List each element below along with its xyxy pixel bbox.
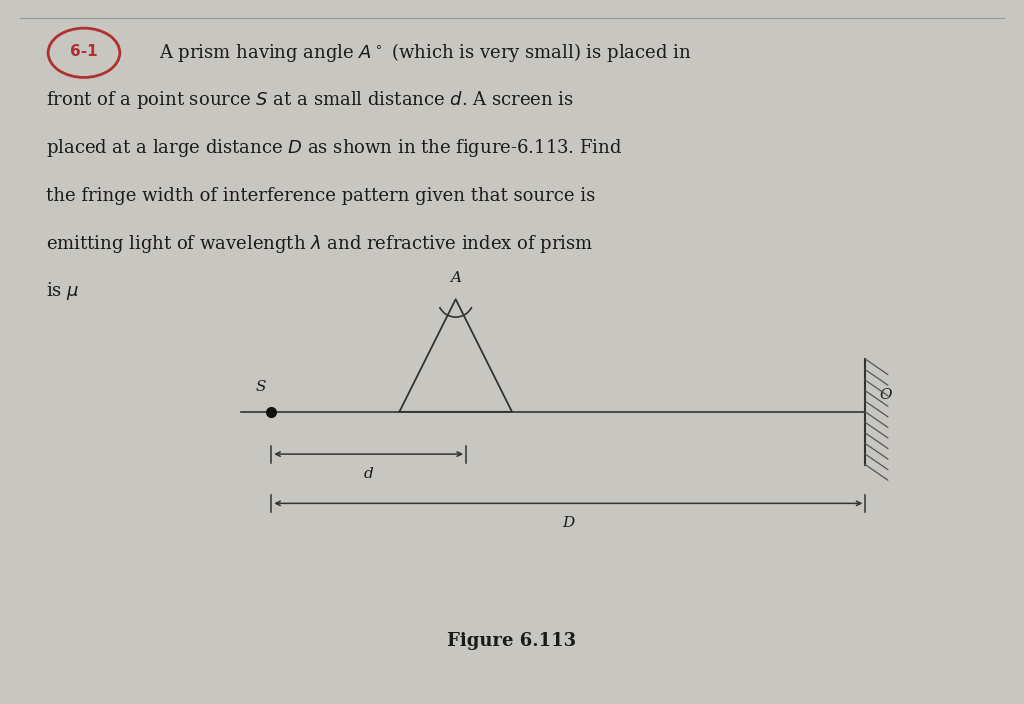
Text: S: S	[256, 380, 266, 394]
Text: O: O	[880, 388, 892, 402]
Text: D: D	[562, 516, 574, 530]
Text: A prism having angle $A^\circ$ (which is very small) is placed in: A prism having angle $A^\circ$ (which is…	[159, 41, 691, 63]
Text: is $\mu$: is $\mu$	[46, 280, 80, 303]
Text: d: d	[364, 467, 374, 481]
Text: placed at a large distance $D$ as shown in the figure-6.113. Find: placed at a large distance $D$ as shown …	[46, 137, 623, 159]
Text: the fringe width of interference pattern given that source is: the fringe width of interference pattern…	[46, 187, 595, 205]
Text: 6-1: 6-1	[71, 44, 97, 59]
Text: A: A	[451, 271, 461, 285]
Text: front of a point source $S$ at a small distance $d$. A screen is: front of a point source $S$ at a small d…	[46, 89, 574, 111]
Text: Figure 6.113: Figure 6.113	[447, 631, 577, 650]
Text: emitting light of wavelength $\lambda$ and refractive index of prism: emitting light of wavelength $\lambda$ a…	[46, 232, 594, 255]
